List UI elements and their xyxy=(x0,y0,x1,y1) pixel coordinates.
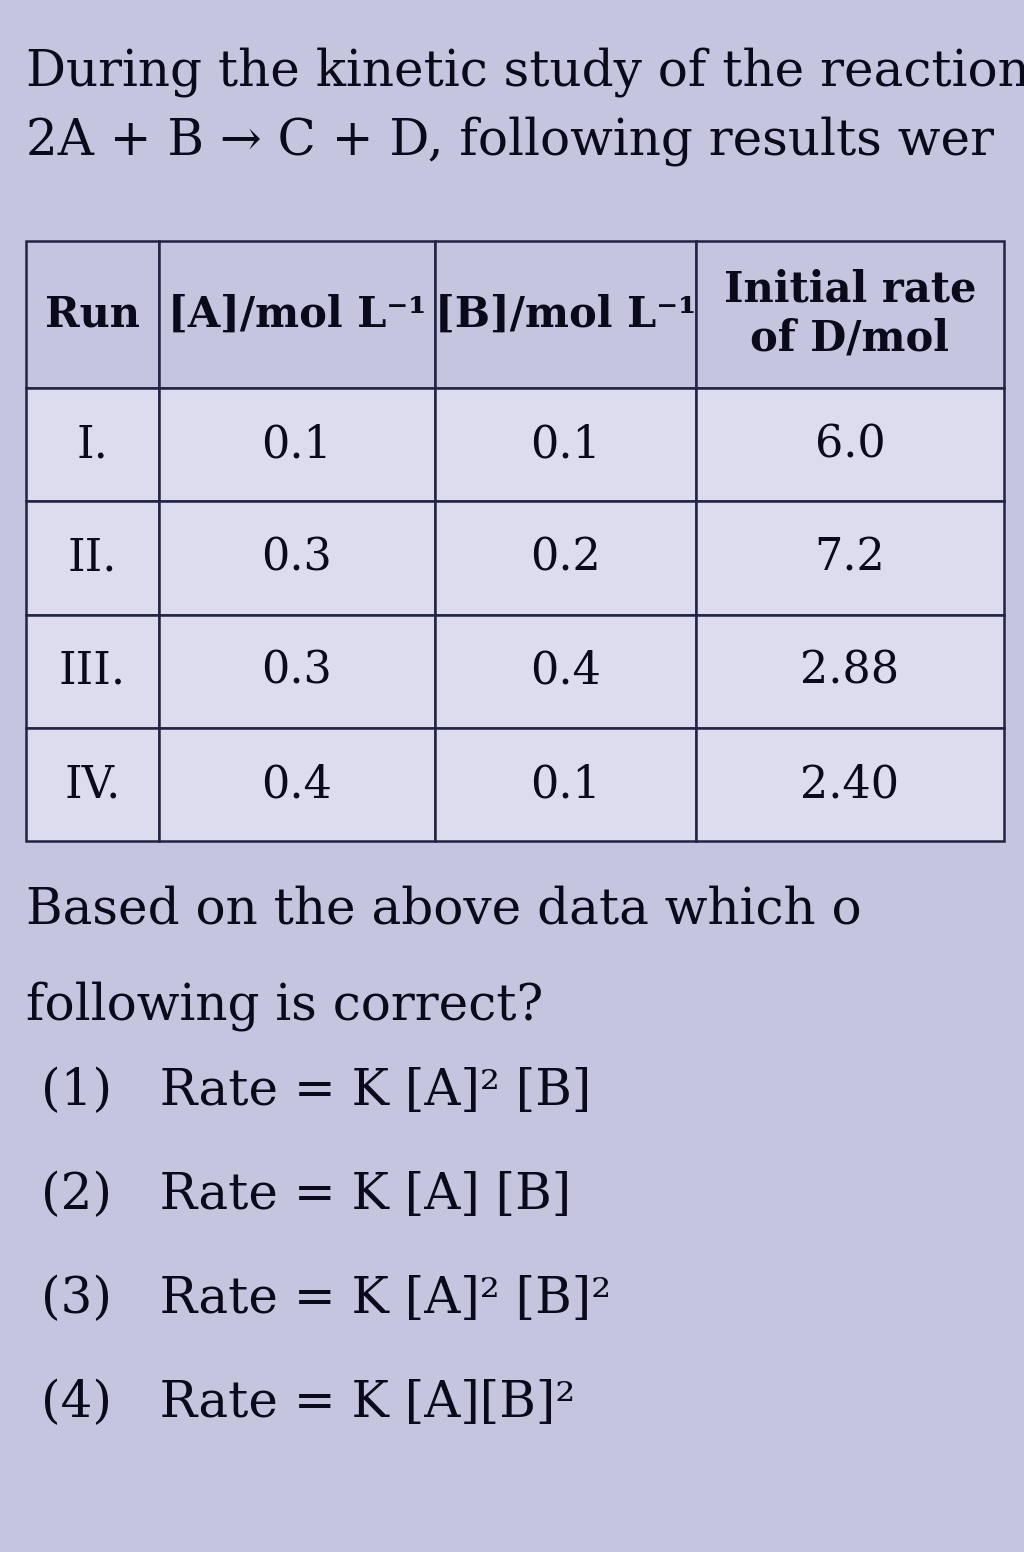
Text: 0.2: 0.2 xyxy=(530,537,601,579)
Bar xyxy=(26,388,159,501)
Bar xyxy=(26,241,159,388)
Text: [B]/mol L⁻¹: [B]/mol L⁻¹ xyxy=(435,293,696,335)
Text: (4)   Rate = K [A][B]²: (4) Rate = K [A][B]² xyxy=(41,1378,575,1428)
Bar xyxy=(696,615,1004,728)
Text: (3)   Rate = K [A]² [B]²: (3) Rate = K [A]² [B]² xyxy=(41,1274,611,1324)
Text: II.: II. xyxy=(68,537,117,579)
Bar xyxy=(435,388,696,501)
Bar xyxy=(26,615,159,728)
Text: Initial rate
of D/mol: Initial rate of D/mol xyxy=(724,268,976,360)
Text: 0.3: 0.3 xyxy=(261,537,333,579)
Text: 0.4: 0.4 xyxy=(530,650,601,692)
Bar xyxy=(435,501,696,615)
Bar xyxy=(696,501,1004,615)
Text: 0.3: 0.3 xyxy=(261,650,333,692)
Text: Based on the above data which o: Based on the above data which o xyxy=(26,885,861,934)
Bar xyxy=(26,501,159,615)
Text: 2A + B → C + D, following results wer: 2A + B → C + D, following results wer xyxy=(26,116,993,166)
Bar xyxy=(159,728,435,841)
Bar xyxy=(696,728,1004,841)
Bar xyxy=(435,728,696,841)
Text: 0.1: 0.1 xyxy=(530,424,601,466)
Text: 2.88: 2.88 xyxy=(801,650,899,692)
Bar xyxy=(159,615,435,728)
Text: 0.4: 0.4 xyxy=(261,764,333,805)
Bar xyxy=(159,241,435,388)
Text: Run: Run xyxy=(45,293,139,335)
Text: 6.0: 6.0 xyxy=(814,424,886,466)
Text: (2)   Rate = K [A] [B]: (2) Rate = K [A] [B] xyxy=(41,1170,571,1220)
Text: 0.1: 0.1 xyxy=(530,764,601,805)
Bar xyxy=(696,241,1004,388)
Bar xyxy=(435,615,696,728)
Text: III.: III. xyxy=(58,650,126,692)
Text: IV.: IV. xyxy=(65,764,120,805)
Text: (1)   Rate = K [A]² [B]: (1) Rate = K [A]² [B] xyxy=(41,1066,591,1116)
Bar xyxy=(26,728,159,841)
Bar xyxy=(696,388,1004,501)
Text: 7.2: 7.2 xyxy=(814,537,886,579)
Bar xyxy=(435,241,696,388)
Text: 0.1: 0.1 xyxy=(261,424,333,466)
Text: 2.40: 2.40 xyxy=(801,764,899,805)
Text: following is correct?: following is correct? xyxy=(26,981,543,1031)
Text: During the kinetic study of the reaction: During the kinetic study of the reaction xyxy=(26,47,1024,96)
Bar xyxy=(159,501,435,615)
Text: [A]/mol L⁻¹: [A]/mol L⁻¹ xyxy=(168,293,426,335)
Bar xyxy=(159,388,435,501)
Text: I.: I. xyxy=(76,424,109,466)
